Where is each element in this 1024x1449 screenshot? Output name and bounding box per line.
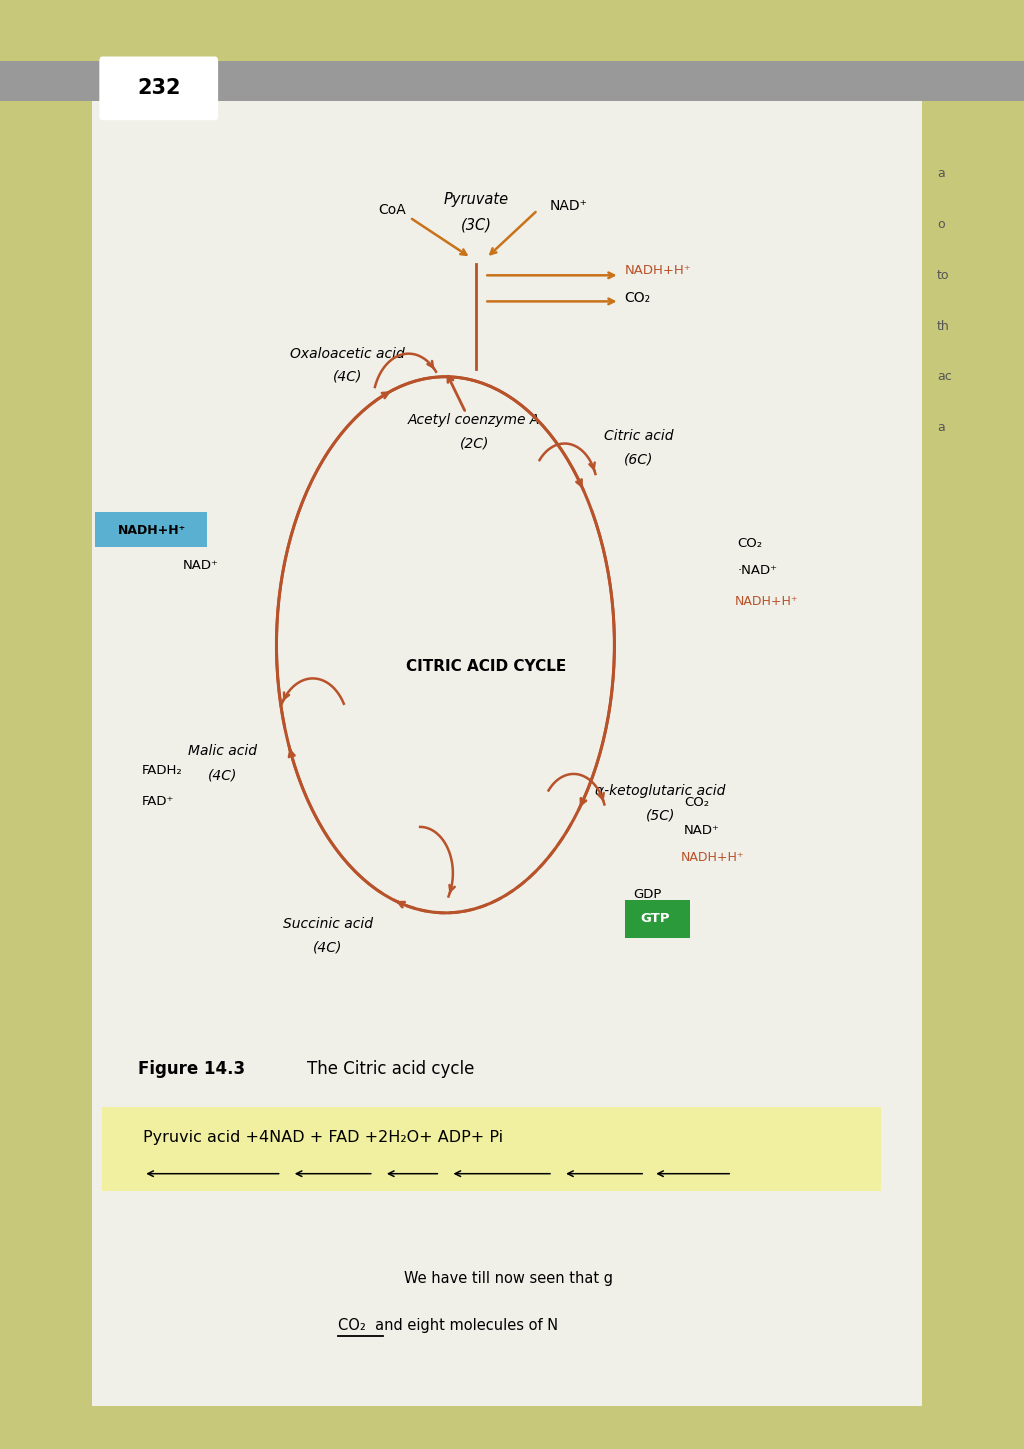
Text: NADH+H⁺: NADH+H⁺ (735, 596, 799, 607)
Text: The Citric acid cycle: The Citric acid cycle (307, 1061, 474, 1078)
Text: CoA: CoA (378, 203, 407, 217)
Bar (0, 61, 1024, 101)
Text: to: to (937, 270, 949, 281)
Text: th: th (937, 320, 949, 332)
Text: Acetyl coenzyme A: Acetyl coenzyme A (408, 413, 541, 427)
Text: NAD⁺: NAD⁺ (182, 559, 218, 571)
Text: (6C): (6C) (624, 452, 653, 467)
Text: CO₂: CO₂ (684, 797, 710, 809)
Text: NAD⁺: NAD⁺ (684, 824, 720, 836)
Text: ·NAD⁺: ·NAD⁺ (737, 565, 777, 577)
Text: Pyruvic acid +4NAD + FAD +2H₂O+ ADP+ Pi: Pyruvic acid +4NAD + FAD +2H₂O+ ADP+ Pi (143, 1130, 504, 1145)
Text: GTP: GTP (641, 913, 670, 924)
FancyBboxPatch shape (102, 1107, 881, 1191)
Text: α-ketoglutaric acid: α-ketoglutaric acid (596, 784, 726, 798)
Text: NAD⁺: NAD⁺ (550, 199, 588, 213)
Text: Oxaloacetic acid: Oxaloacetic acid (290, 346, 404, 361)
Bar (92, 101, 922, 1406)
Text: (5C): (5C) (646, 809, 676, 823)
FancyBboxPatch shape (625, 900, 690, 938)
Text: CO₂: CO₂ (625, 291, 651, 306)
Text: a: a (937, 168, 945, 180)
Text: Malic acid: Malic acid (188, 743, 257, 758)
Text: We have till now seen that g: We have till now seen that g (404, 1271, 613, 1285)
Text: (4C): (4C) (333, 369, 361, 384)
Text: GDP: GDP (633, 888, 662, 900)
FancyBboxPatch shape (95, 511, 207, 546)
Text: 232: 232 (137, 78, 180, 99)
Text: NADH+H⁺: NADH+H⁺ (681, 852, 744, 864)
Text: CITRIC ACID CYCLE: CITRIC ACID CYCLE (407, 659, 566, 674)
Text: a: a (937, 422, 945, 433)
Bar (0, 0, 1024, 61)
Text: (3C): (3C) (461, 217, 492, 232)
Text: (4C): (4C) (313, 940, 343, 953)
Text: FAD⁺: FAD⁺ (141, 796, 174, 807)
Text: Figure 14.3: Figure 14.3 (138, 1061, 246, 1078)
Text: (4C): (4C) (208, 768, 238, 782)
Text: CO₂  and eight molecules of N: CO₂ and eight molecules of N (338, 1319, 558, 1333)
Text: Succinic acid: Succinic acid (283, 917, 373, 930)
Text: ac: ac (937, 371, 951, 383)
Text: Pyruvate: Pyruvate (443, 193, 509, 207)
Text: CO₂: CO₂ (737, 538, 763, 549)
Text: FADH₂: FADH₂ (141, 765, 182, 777)
FancyBboxPatch shape (99, 57, 218, 120)
Text: Citric acid: Citric acid (603, 429, 673, 443)
Text: NADH+H⁺: NADH+H⁺ (118, 525, 185, 536)
Text: o: o (937, 219, 944, 230)
Text: NADH+H⁺: NADH+H⁺ (625, 265, 691, 277)
Text: (2C): (2C) (460, 436, 488, 451)
